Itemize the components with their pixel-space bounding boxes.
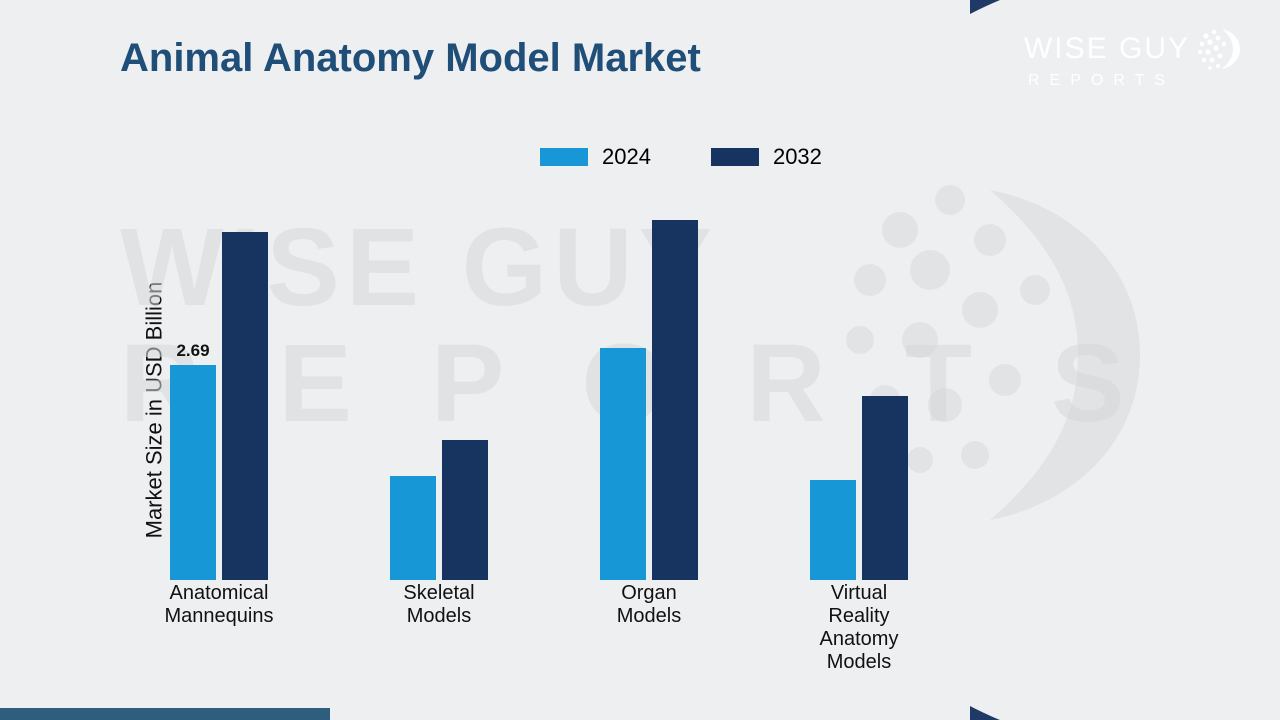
legend-item-2024: 2024: [540, 144, 651, 170]
x-axis-label: SkeletalModels: [364, 582, 514, 628]
legend: 2024 2032: [540, 144, 822, 170]
bar-group: [810, 396, 908, 580]
bar-group: 2.69: [170, 232, 268, 580]
bar-2024: [600, 348, 646, 580]
bottom-accent-bar: [0, 708, 330, 720]
bar-2024: [390, 476, 436, 580]
brand-head-icon: [1196, 28, 1250, 70]
brand-line1: WISE GUY: [1024, 32, 1190, 66]
bar-2024: [810, 480, 856, 580]
plot-area: 2.69: [110, 180, 930, 580]
brand-line2: REPORTS: [1028, 72, 1250, 90]
bar-group: [390, 440, 488, 580]
x-axis-label: VirtualRealityAnatomyModels: [784, 582, 934, 674]
x-axis-label: AnatomicalMannequins: [144, 582, 294, 628]
x-axis-label: OrganModels: [574, 582, 724, 628]
bar-2032: [442, 440, 488, 580]
legend-label-2024: 2024: [602, 144, 651, 170]
bar-2032: [222, 232, 268, 580]
brand-logo: WISE GUY REPORTS: [1024, 28, 1250, 90]
bar-group: [600, 220, 698, 580]
x-axis-labels: AnatomicalMannequins SkeletalModels OrganM…: [110, 582, 930, 682]
bar-2032: [862, 396, 908, 580]
chart-area: Market Size in USD Billion 2024 2032 2.6…: [70, 150, 970, 670]
legend-label-2032: 2032: [773, 144, 822, 170]
legend-swatch-2032: [711, 148, 759, 166]
legend-item-2032: 2032: [711, 144, 822, 170]
bar-2024: 2.69: [170, 365, 216, 580]
legend-swatch-2024: [540, 148, 588, 166]
bar-2032: [652, 220, 698, 580]
bar-value-label: 2.69: [170, 341, 216, 361]
chart-title: Animal Anatomy Model Market: [120, 36, 701, 81]
